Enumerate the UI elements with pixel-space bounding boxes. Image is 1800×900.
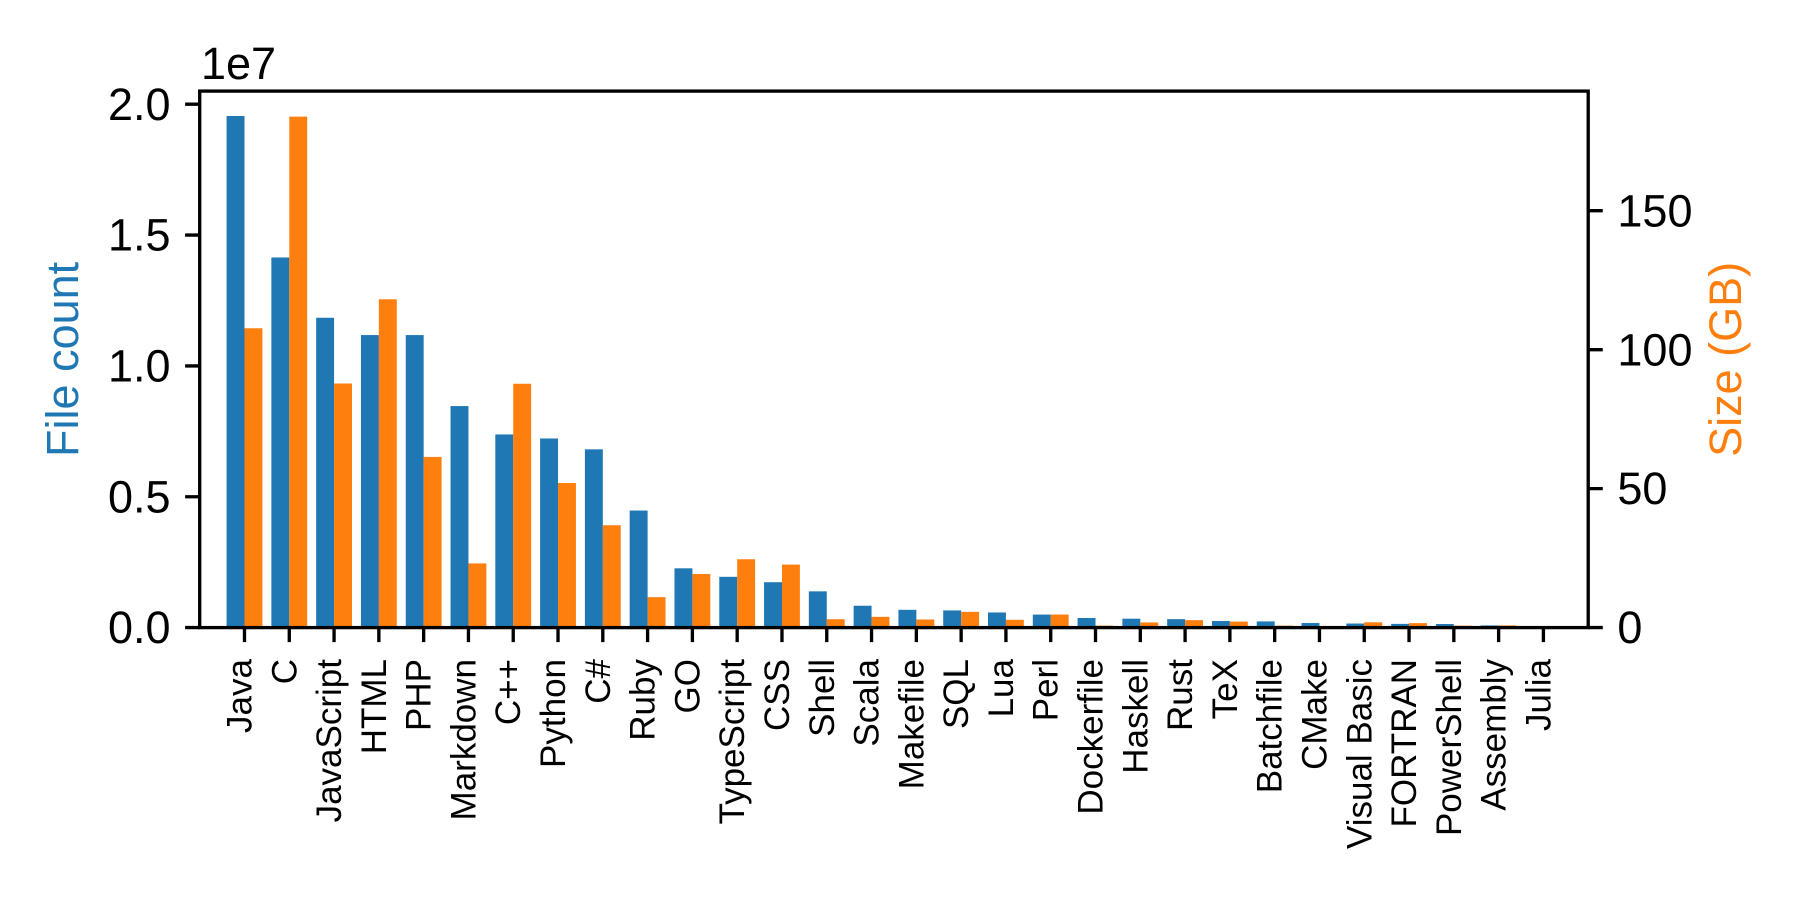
svg-text:Visual Basic: Visual Basic xyxy=(1340,659,1379,849)
svg-text:100: 100 xyxy=(1617,324,1692,375)
svg-text:JavaScript: JavaScript xyxy=(310,659,349,823)
svg-text:Scala: Scala xyxy=(848,658,887,746)
svg-text:CSS: CSS xyxy=(758,659,797,731)
svg-text:C++: C++ xyxy=(489,659,528,725)
svg-text:PowerShell: PowerShell xyxy=(1430,659,1469,836)
svg-text:Assembly: Assembly xyxy=(1475,659,1514,811)
svg-text:CMake: CMake xyxy=(1295,659,1334,770)
svg-text:0: 0 xyxy=(1617,602,1642,653)
svg-text:GO: GO xyxy=(668,659,707,713)
svg-text:SQL: SQL xyxy=(937,659,976,729)
svg-text:FORTRAN: FORTRAN xyxy=(1385,659,1424,828)
svg-text:0.5: 0.5 xyxy=(108,471,171,522)
svg-text:Haskell: Haskell xyxy=(1116,659,1155,774)
svg-text:1e7: 1e7 xyxy=(201,38,276,89)
svg-text:1.0: 1.0 xyxy=(108,341,171,392)
svg-text:Python: Python xyxy=(534,659,573,768)
svg-text:TeX: TeX xyxy=(1206,659,1245,719)
svg-text:Shell: Shell xyxy=(803,659,842,737)
svg-text:PHP: PHP xyxy=(400,659,439,731)
svg-text:Ruby: Ruby xyxy=(624,659,663,741)
svg-text:0.0: 0.0 xyxy=(108,602,171,653)
svg-text:1.5: 1.5 xyxy=(108,210,171,261)
svg-text:Java: Java xyxy=(220,658,259,732)
svg-text:Perl: Perl xyxy=(1027,659,1066,721)
svg-text:2.0: 2.0 xyxy=(108,79,171,130)
svg-text:File count: File count xyxy=(37,261,88,457)
svg-text:TypeScript: TypeScript xyxy=(713,659,752,825)
svg-text:150: 150 xyxy=(1617,185,1692,236)
svg-text:Julia: Julia xyxy=(1519,658,1558,731)
svg-text:Lua: Lua xyxy=(982,658,1021,717)
svg-text:Dockerfile: Dockerfile xyxy=(1072,659,1111,815)
svg-text:Rust: Rust xyxy=(1161,659,1200,731)
svg-text:Size (GB): Size (GB) xyxy=(1700,262,1751,457)
svg-text:Makefile: Makefile xyxy=(892,659,931,789)
svg-text:Batchfile: Batchfile xyxy=(1251,659,1290,793)
svg-text:C#: C# xyxy=(579,658,618,703)
svg-text:C: C xyxy=(265,659,304,684)
svg-text:50: 50 xyxy=(1617,463,1667,514)
svg-text:HTML: HTML xyxy=(355,659,394,754)
svg-text:Markdown: Markdown xyxy=(444,659,483,820)
